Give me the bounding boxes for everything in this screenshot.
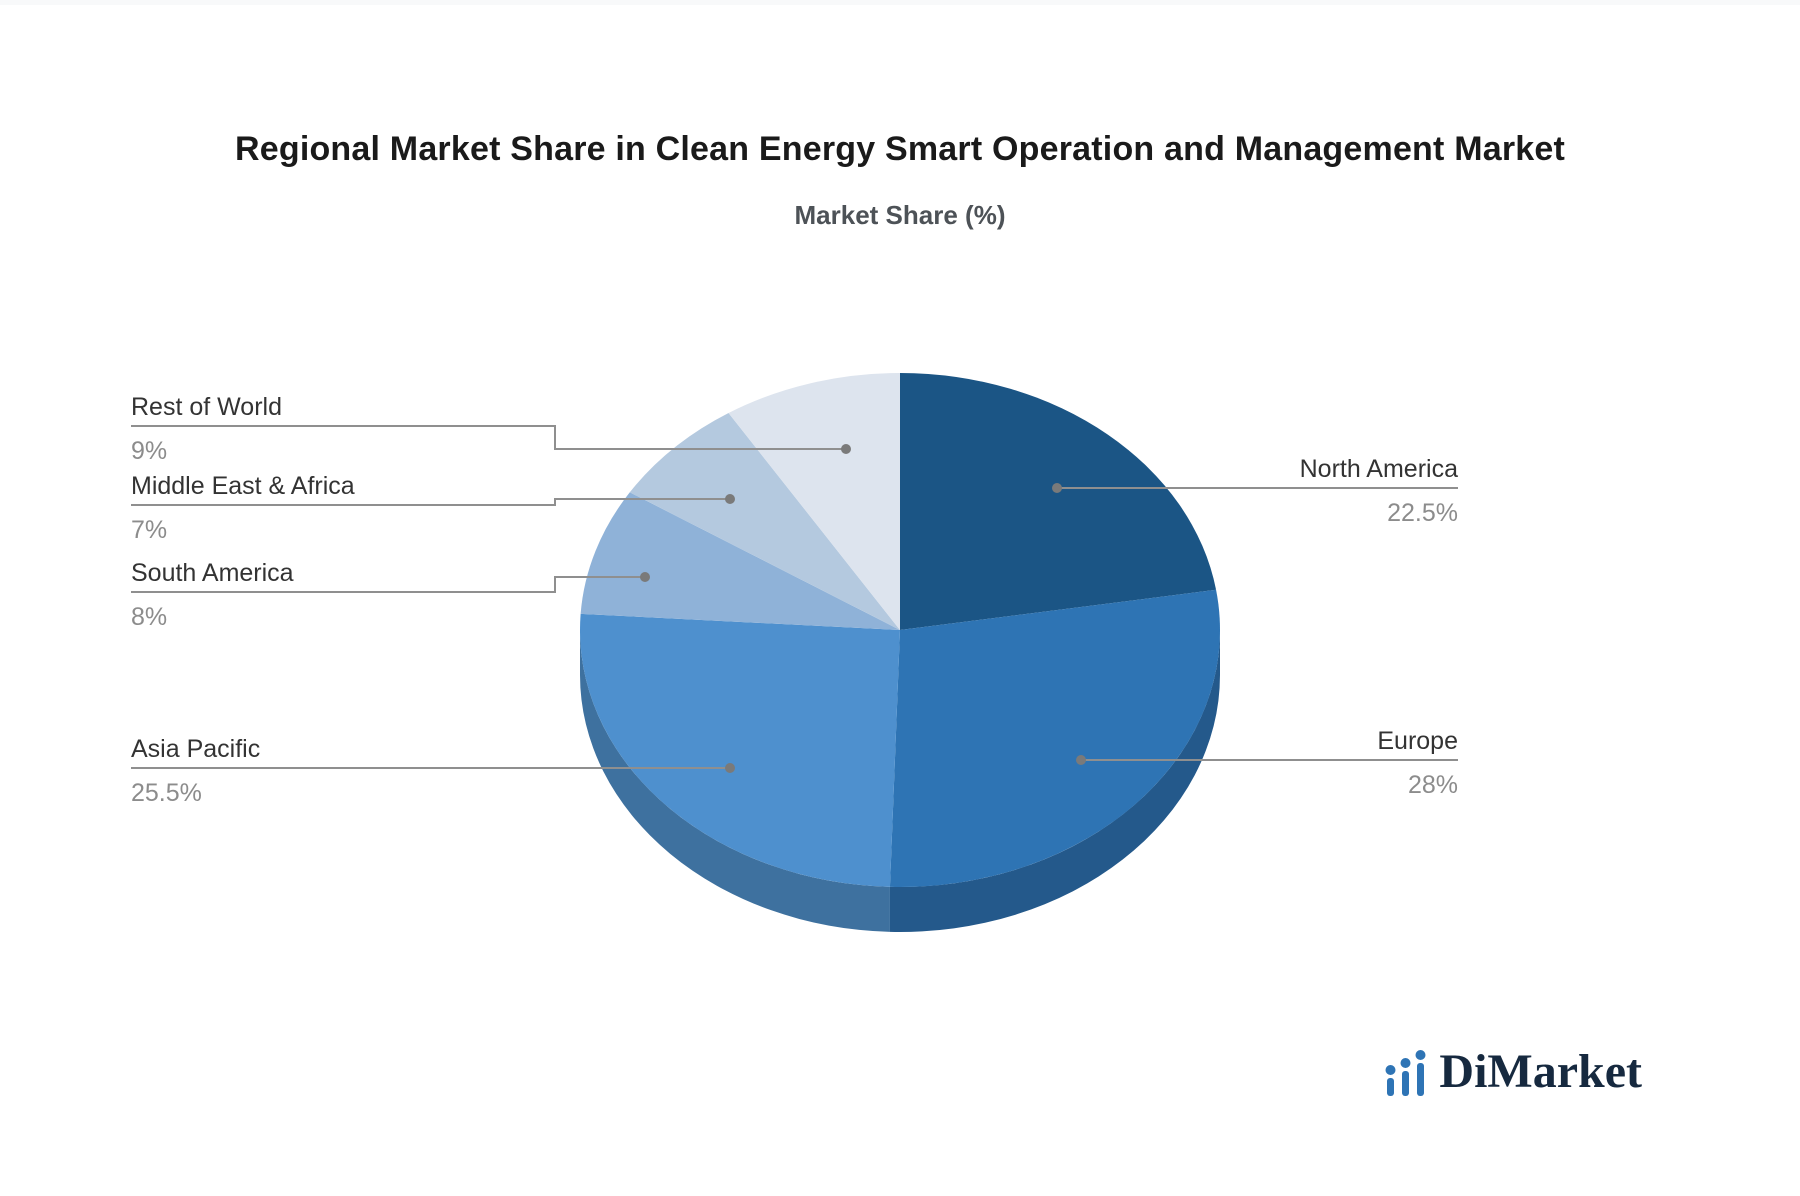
dimarket-logo: DiMarket	[1385, 1046, 1642, 1098]
pie-slice-middle-east-africa[interactable]	[629, 413, 900, 630]
chart-title: Regional Market Share in Clean Energy Sm…	[234, 130, 1565, 168]
leader-dot-middle-east-africa	[725, 494, 735, 504]
pie-slice-rest-of-world[interactable]	[728, 373, 900, 630]
pie-rim-europe	[889, 630, 1220, 932]
leader-dot-rest-of-world	[841, 444, 851, 454]
leader-dot-asia-pacific	[725, 763, 735, 773]
leader-dot-europe	[1076, 755, 1086, 765]
pie-rim-asia-pacific	[580, 630, 890, 932]
leader-dot-south-america	[640, 572, 650, 582]
chart-subtitle: Market Share (%)	[794, 200, 1006, 230]
leader-line-rest-of-world	[131, 425, 846, 450]
leader-dot-north-america	[1052, 483, 1062, 493]
pie-slice-europe[interactable]	[889, 589, 1220, 888]
pie-slice-asia-pacific[interactable]	[580, 613, 900, 887]
top-edge	[0, 0, 1800, 5]
pie-slice-north-america[interactable]	[900, 373, 1217, 630]
bar-chart-dots-icon	[1385, 1050, 1426, 1096]
leader-line-middle-east-africa	[131, 498, 730, 506]
pie-slice-south-america[interactable]	[580, 492, 900, 630]
logo-text: DiMarket	[1439, 1045, 1642, 1098]
leader-line-south-america	[131, 576, 645, 593]
